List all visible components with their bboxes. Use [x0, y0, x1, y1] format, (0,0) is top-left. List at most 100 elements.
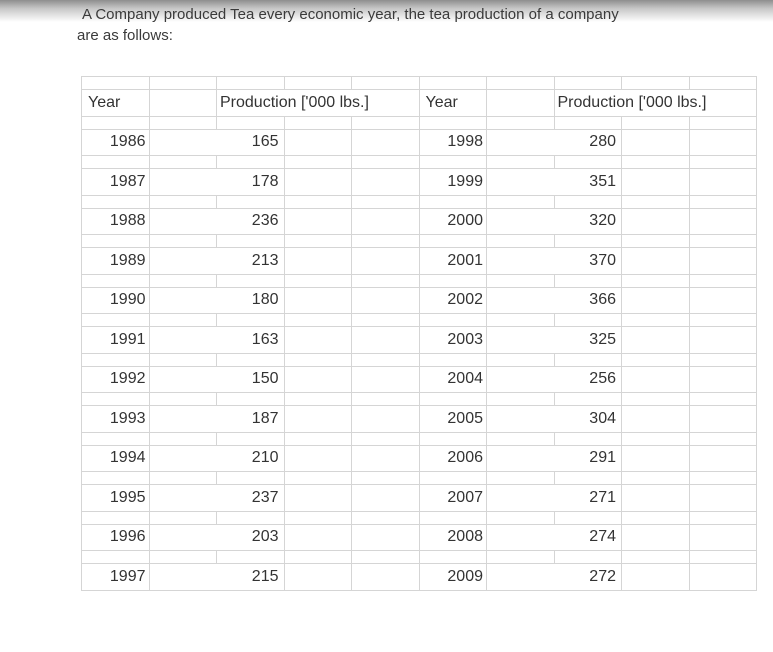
empty-cell [487, 90, 555, 116]
empty-cell [82, 314, 150, 327]
empty-cell [622, 406, 690, 432]
production-cell: 178 [150, 169, 285, 195]
empty-cell [622, 393, 690, 406]
empty-cell [622, 116, 690, 129]
empty-cell [622, 327, 690, 353]
empty-cell [352, 445, 420, 471]
empty-cell [217, 116, 285, 129]
empty-cell [285, 551, 352, 564]
empty-cell [352, 274, 420, 287]
empty-cell [352, 208, 420, 234]
empty-cell [622, 195, 690, 208]
production-cell: 165 [150, 129, 285, 155]
empty-cell [420, 314, 487, 327]
production-cell: 203 [150, 524, 285, 550]
empty-cell [487, 353, 555, 366]
empty-cell [352, 393, 420, 406]
spacer-row [82, 551, 757, 565]
spacer-row [82, 235, 757, 249]
empty-cell [217, 77, 285, 90]
production-cell: 304 [487, 406, 622, 432]
table-row: 1989 213 2001 370 [82, 248, 757, 275]
empty-cell [217, 195, 285, 208]
question-heading: A Company produced Tea every economic ye… [77, 4, 717, 46]
empty-cell [285, 445, 352, 471]
empty-cell [285, 156, 352, 169]
heading-line-1: A Company produced Tea every economic ye… [82, 6, 619, 23]
empty-cell [622, 287, 690, 313]
spacer-row [82, 432, 757, 446]
empty-cell [622, 248, 690, 274]
empty-cell [285, 77, 352, 90]
empty-cell [555, 235, 622, 248]
empty-cell [82, 551, 150, 564]
year-cell: 1988 [82, 208, 150, 234]
empty-cell [352, 314, 420, 327]
empty-cell [690, 156, 757, 169]
year-cell: 1994 [82, 445, 150, 471]
table-row: 1992 150 2004 256 [82, 366, 757, 393]
production-cell: 271 [487, 485, 622, 511]
empty-cell [420, 353, 487, 366]
empty-cell [352, 511, 420, 524]
empty-cell [555, 393, 622, 406]
empty-cell [622, 511, 690, 524]
empty-cell [285, 353, 352, 366]
empty-cell [352, 366, 420, 392]
empty-cell [352, 116, 420, 129]
production-cell: 291 [487, 445, 622, 471]
empty-cell [420, 393, 487, 406]
year-cell: 2004 [420, 366, 487, 392]
year-cell: 1991 [82, 327, 150, 353]
empty-cell [420, 472, 487, 485]
empty-cell [487, 432, 555, 445]
empty-cell [420, 116, 487, 129]
empty-cell [285, 195, 352, 208]
table-header-row: Year Production ['000 lbs.] Year Product… [82, 90, 757, 117]
empty-cell [150, 77, 217, 90]
empty-cell [352, 195, 420, 208]
empty-cell [82, 156, 150, 169]
year-cell: 2007 [420, 485, 487, 511]
spacer-row [82, 393, 757, 407]
empty-cell [150, 274, 217, 287]
spacer-row [82, 156, 757, 170]
table-row: 1991 163 2003 325 [82, 327, 757, 354]
empty-cell [285, 129, 352, 155]
year-column-header: Year [420, 90, 487, 116]
empty-cell [217, 274, 285, 287]
empty-cell [420, 511, 487, 524]
table-row: 1988 236 2000 320 [82, 208, 757, 235]
empty-cell [420, 432, 487, 445]
empty-cell [487, 195, 555, 208]
empty-cell [487, 314, 555, 327]
empty-cell [420, 195, 487, 208]
empty-cell [555, 195, 622, 208]
empty-cell [622, 314, 690, 327]
production-cell: 215 [150, 564, 285, 590]
empty-cell [622, 129, 690, 155]
spacer-row [82, 195, 757, 209]
empty-cell [217, 314, 285, 327]
empty-cell [285, 235, 352, 248]
year-cell: 1993 [82, 406, 150, 432]
table-row: 1990 180 2002 366 [82, 287, 757, 314]
empty-cell [352, 327, 420, 353]
empty-cell [285, 406, 352, 432]
empty-cell [622, 366, 690, 392]
year-cell: 1999 [420, 169, 487, 195]
empty-cell [217, 156, 285, 169]
empty-cell [352, 169, 420, 195]
empty-cell [555, 116, 622, 129]
empty-cell [285, 432, 352, 445]
empty-cell [487, 77, 555, 90]
empty-cell [420, 235, 487, 248]
year-cell: 2000 [420, 208, 487, 234]
empty-cell [555, 551, 622, 564]
top-gradient-band [0, 0, 773, 22]
empty-cell [82, 116, 150, 129]
empty-cell [555, 353, 622, 366]
production-cell: 210 [150, 445, 285, 471]
year-cell: 2005 [420, 406, 487, 432]
empty-cell [690, 77, 757, 90]
